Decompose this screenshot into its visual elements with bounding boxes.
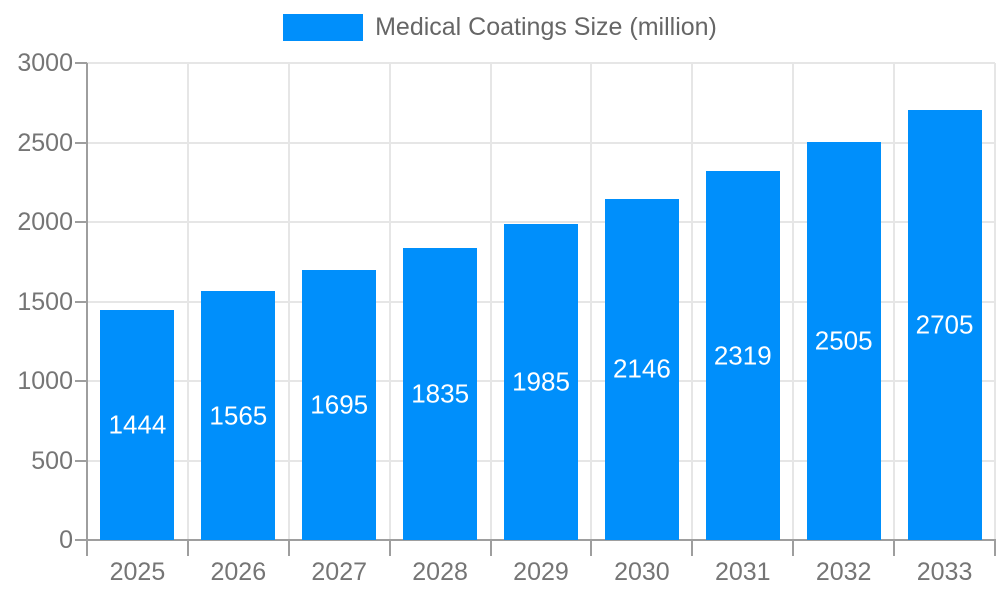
bar-value-label: 1985 [512,366,570,397]
bar-value-label: 1444 [108,409,167,440]
legend-label: Medical Coatings Size (million) [375,13,717,41]
y-tick-mark [75,300,87,303]
y-tick-label: 2000 [17,208,73,236]
x-tick-mark [287,540,290,556]
y-tick-mark [75,221,87,223]
x-gridline [388,63,391,540]
bar-2027: 1695 [302,270,377,540]
x-tick-label: 2025 [109,558,166,586]
x-tick-mark [186,540,189,556]
bar-2025: 1444 [100,310,175,540]
y-tick-mark [75,380,87,382]
x-tick-mark [590,540,593,556]
y-tick-label: 500 [31,446,73,475]
x-tick-label: 2029 [513,558,569,586]
bar-2030: 2146 [604,198,679,540]
legend-item[interactable]: Medical Coatings Size (million) [0,14,1000,41]
bar-value-label: 2319 [713,340,772,371]
x-tick-label: 2027 [311,558,368,586]
y-tick-mark [75,141,87,144]
bar-2033: 2705 [907,109,982,540]
bar-value-label: 2146 [612,353,671,384]
x-tick-mark [489,540,492,556]
x-axis-line [86,539,996,541]
x-tick-mark [792,540,795,556]
x-gridline [994,63,996,540]
y-tick-mark [75,459,87,462]
x-tick-mark [388,540,391,556]
bar-2029: 1985 [504,224,578,540]
x-tick-label: 2030 [614,558,670,586]
x-gridline [792,63,795,540]
y-tick-mark [75,539,87,541]
x-tick-label: 2026 [210,558,267,586]
bar-2026: 1565 [201,291,276,540]
bar-2032: 2505 [806,141,881,540]
x-gridline [287,63,290,540]
bar-value-label: 2705 [915,309,974,340]
bar-value-label: 1835 [411,378,470,409]
y-tick-label: 1500 [17,287,73,316]
bar-value-label: 1695 [310,389,369,420]
x-tick-mark [86,540,88,556]
x-tick-label: 2032 [815,558,872,586]
y-axis-line [86,63,88,540]
y-tick-label: 1000 [17,367,73,395]
y-tick-label: 2500 [17,128,73,157]
y-tick-label: 3000 [17,49,73,77]
y-gridline [87,141,995,144]
x-gridline [489,63,492,540]
legend-swatch [283,14,364,41]
bar-value-label: 2505 [814,325,873,356]
x-tick-label: 2028 [412,558,468,586]
x-tick-mark [893,540,896,556]
y-tick-mark [75,62,87,64]
x-gridline [186,63,189,540]
bar-2031: 2319 [705,171,780,540]
x-tick-mark [691,540,694,556]
x-gridline [893,63,896,540]
x-tick-mark [994,540,996,556]
x-gridline [590,63,593,540]
bar-value-label: 1565 [209,400,268,431]
y-gridline [87,221,995,223]
x-gridline [691,63,694,540]
bar-2028: 1835 [403,248,478,540]
x-tick-label: 2033 [916,558,973,586]
x-tick-label: 2031 [714,558,771,586]
y-gridline [87,62,995,64]
y-tick-label: 0 [59,526,73,554]
